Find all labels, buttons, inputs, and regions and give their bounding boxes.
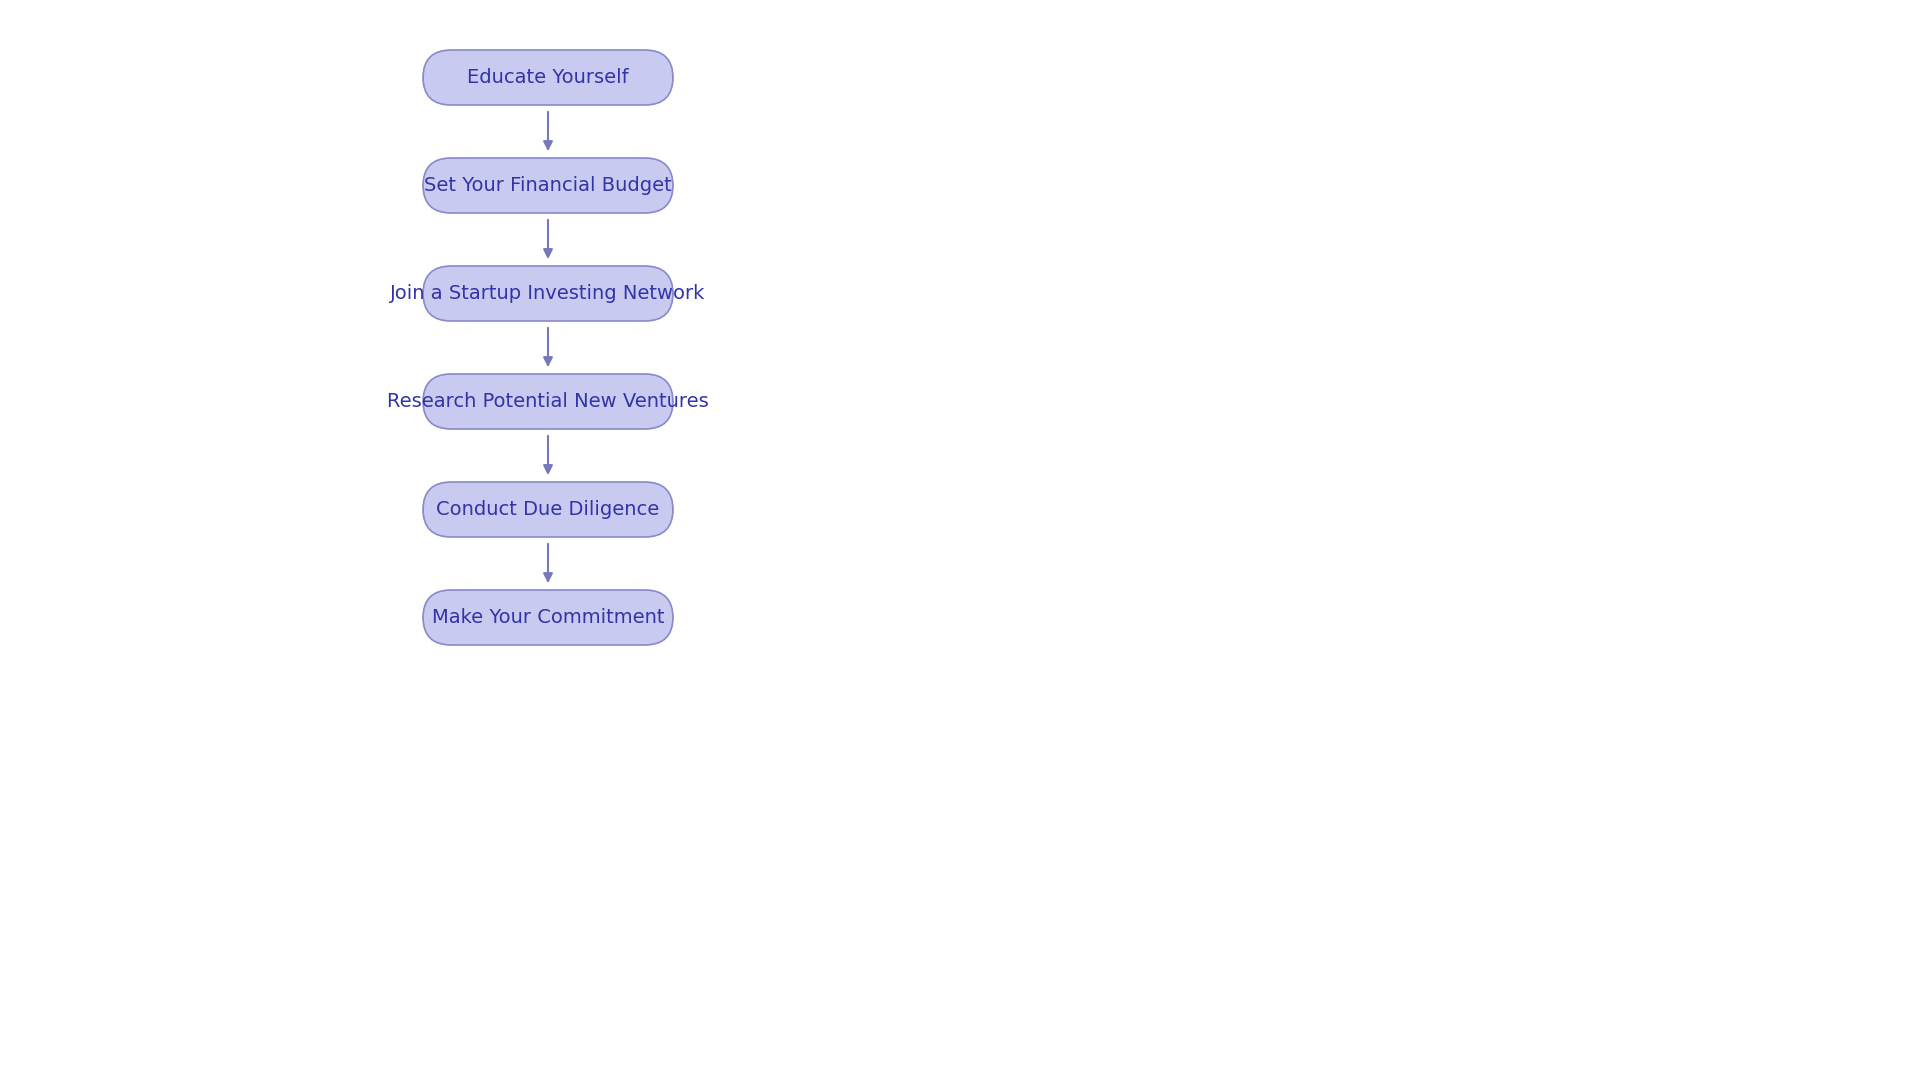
Text: Research Potential New Ventures: Research Potential New Ventures [388,392,708,412]
FancyBboxPatch shape [422,50,674,105]
FancyBboxPatch shape [422,482,674,537]
Text: Join a Startup Investing Network: Join a Startup Investing Network [390,284,707,303]
Text: Educate Yourself: Educate Yourself [467,68,630,87]
Text: Conduct Due Diligence: Conduct Due Diligence [436,500,660,519]
FancyBboxPatch shape [422,266,674,321]
FancyBboxPatch shape [422,158,674,213]
Text: Set Your Financial Budget: Set Your Financial Budget [424,177,672,195]
Text: Make Your Commitment: Make Your Commitment [432,608,664,627]
FancyBboxPatch shape [422,374,674,429]
FancyBboxPatch shape [422,590,674,645]
